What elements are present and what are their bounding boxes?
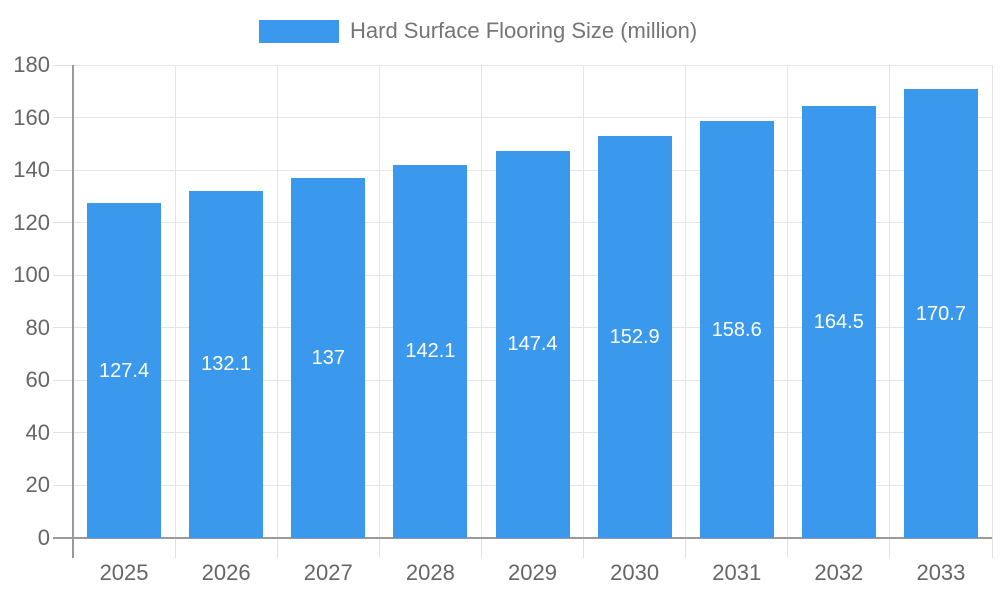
bar[interactable]	[495, 150, 570, 538]
h-gridline	[73, 117, 992, 119]
v-gridline	[685, 65, 687, 538]
y-axis-line	[72, 65, 74, 558]
y-tick-label: 140	[13, 157, 50, 183]
bar-value-label: 147.4	[507, 333, 558, 356]
bar-value-label: 137	[311, 346, 345, 369]
bar[interactable]	[903, 89, 978, 538]
legend-item[interactable]: Hard Surface Flooring Size (million)	[259, 17, 697, 45]
v-gridline	[787, 65, 789, 538]
v-gridline	[174, 65, 176, 538]
v-gridline	[889, 65, 891, 538]
y-tick	[53, 64, 73, 66]
v-gridline	[991, 65, 993, 538]
x-tick	[583, 538, 585, 558]
x-tick-label: 2033	[916, 560, 966, 585]
bar-value-label: 132.1	[201, 353, 252, 376]
bar[interactable]	[87, 203, 162, 538]
y-tick-label: 0	[37, 525, 50, 550]
y-tick-label: 100	[13, 262, 50, 288]
x-tick	[276, 538, 278, 558]
y-tick	[53, 327, 73, 329]
y-tick-label: 40	[25, 419, 50, 445]
y-tick	[53, 432, 73, 434]
y-tick-label: 20	[25, 472, 50, 498]
bar-value-label: 164.5	[813, 310, 864, 333]
x-tick	[889, 538, 891, 558]
bar-value-label: 170.7	[915, 302, 966, 325]
bar-value-label: 152.9	[609, 326, 660, 349]
x-tick-label: 2026	[201, 560, 251, 585]
x-tick	[174, 538, 176, 558]
bar[interactable]	[597, 136, 672, 538]
y-tick	[53, 222, 73, 224]
y-tick	[53, 379, 73, 381]
bar[interactable]	[291, 177, 366, 538]
v-gridline	[480, 65, 482, 538]
v-gridline	[583, 65, 585, 538]
v-gridline	[378, 65, 380, 538]
x-tick	[378, 538, 380, 558]
y-tick-label: 120	[13, 209, 50, 235]
x-tick	[685, 538, 687, 558]
y-tick-label: 180	[13, 52, 50, 77]
x-tick-label: 2025	[99, 560, 149, 585]
x-tick-label: 2032	[814, 560, 864, 585]
v-gridline	[276, 65, 278, 538]
y-tick	[53, 484, 73, 486]
bar-value-label: 158.6	[711, 318, 762, 341]
bar[interactable]	[801, 105, 876, 538]
y-tick-label: 80	[25, 314, 50, 340]
x-tick-label: 2027	[303, 560, 353, 585]
bar[interactable]	[699, 121, 774, 538]
y-tick-label: 60	[25, 367, 50, 393]
bar-value-label: 127.4	[99, 359, 150, 382]
x-tick-label: 2028	[405, 560, 455, 585]
x-tick-label: 2031	[712, 560, 762, 585]
bar[interactable]	[393, 164, 468, 538]
x-tick	[787, 538, 789, 558]
bar-value-label: 142.1	[405, 340, 456, 363]
y-tick	[53, 274, 73, 276]
x-tick-label: 2030	[610, 560, 660, 585]
x-tick	[991, 538, 993, 558]
y-tick-label: 160	[13, 104, 50, 130]
x-tick-label: 2029	[508, 560, 557, 585]
x-tick	[480, 538, 482, 558]
y-tick	[53, 169, 73, 171]
bar[interactable]	[189, 190, 264, 538]
legend-label: Hard Surface Flooring Size (million)	[350, 18, 698, 43]
legend-swatch	[259, 19, 339, 43]
h-gridline	[73, 64, 992, 66]
y-tick	[53, 117, 73, 119]
